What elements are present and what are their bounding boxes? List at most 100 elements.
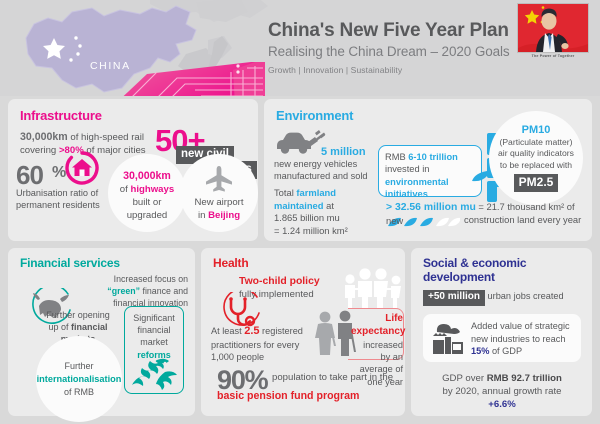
- farmland-strong: farmland maintained: [274, 187, 336, 211]
- practitioners-text: At least 2.5 registered practitioners fo…: [211, 325, 303, 362]
- rmb-bubble: [36, 336, 122, 422]
- airplane-icon: [206, 166, 232, 192]
- highways-line-2: built or: [132, 196, 162, 208]
- jobs-badge: +50 million: [423, 290, 485, 306]
- ev-value: 5 million: [321, 146, 366, 158]
- investment-text: RMB 6-10 trillion invested in environmen…: [385, 151, 481, 200]
- highways-text: 30,000km of highways built or upgraded: [108, 169, 186, 222]
- rail-text-1: of high-speed rail: [67, 132, 144, 143]
- farmland-rest: at: [323, 199, 334, 211]
- jobs-row: +50 million urban jobs created: [423, 290, 564, 306]
- land-rest-2: construction land every year: [464, 214, 582, 225]
- life-expectancy-box: [348, 308, 404, 360]
- beijing-line-2: in: [197, 209, 209, 221]
- page-subtitle: Realising the China Dream – 2020 Goals: [268, 44, 510, 59]
- reforms-text: Significant financial market reforms: [133, 313, 175, 360]
- investment-line-4: initiatives: [385, 189, 428, 200]
- map-label: CHINA: [90, 60, 131, 72]
- leader-photo: [517, 3, 589, 53]
- panel-social-economic: Social & economic development +50 millio…: [411, 248, 592, 416]
- industries-value: 15%: [471, 346, 490, 357]
- practitioners-value: 2.5: [244, 325, 260, 337]
- land-value: > 32.56 million mu: [386, 202, 476, 213]
- family-icon: [345, 268, 401, 308]
- highways-line-3: upgraded: [126, 209, 168, 221]
- panel-infrastructure: Infrastructure 30,000km of high-speed ra…: [8, 99, 258, 241]
- investment-lead: RMB: [385, 152, 409, 162]
- industries-text: Added value of strategic new industries …: [471, 321, 570, 357]
- infrastructure-title: Infrastructure: [20, 108, 102, 123]
- pm25-badge-wrap: PM2.5: [489, 174, 583, 193]
- reforms-box: [124, 306, 184, 394]
- pension-strong: basic pension fund program: [217, 390, 360, 402]
- highways-label: highways: [130, 183, 175, 195]
- highways-of: of: [119, 183, 131, 195]
- rail-value: 30,000km: [20, 131, 68, 143]
- high-speed-train-icon: [123, 62, 265, 96]
- land-rest-1: = 21.7 thousand km² of new: [386, 201, 575, 226]
- leaf-icon: [388, 217, 460, 227]
- gdp-value: +6.6%: [488, 399, 516, 411]
- investment-line-3: environmental: [385, 176, 449, 187]
- ev-caption: new energy vehicles manufactured and sol…: [274, 159, 368, 181]
- header-band: CHINA China's New Five Year Plan Realisi…: [0, 0, 600, 96]
- factory-icon: [433, 324, 463, 354]
- green-finance-text: Increased focus on “green” finance and f…: [107, 274, 188, 308]
- green-quote: “green”: [107, 285, 141, 296]
- investment-box: [378, 145, 482, 197]
- life-expectancy-strong: Life expectancy: [351, 313, 406, 338]
- beijing-text: New airport in Beijing: [180, 197, 258, 222]
- pm25-badge: PM2.5: [513, 174, 559, 193]
- page-title: China's New Five Year Plan: [268, 20, 509, 41]
- electric-car-icon: [277, 130, 326, 154]
- highways-value: 30,000km: [123, 170, 171, 182]
- bull-icon: [32, 288, 71, 324]
- photo-caption: The Power of Together: [531, 54, 575, 58]
- investment-line-2: invested in: [385, 164, 430, 175]
- reforms-strong: reforms: [137, 349, 171, 360]
- gdp-strong: RMB 92.7 trillion: [486, 373, 562, 384]
- two-child-strong: Two-child policy: [239, 276, 320, 287]
- farmland-text: Total farmland maintained at 1.865 billi…: [274, 187, 384, 237]
- rail-text-2: covering: [20, 144, 59, 156]
- farmland-line-2: 1.865 billion mu: [274, 212, 340, 224]
- page-tagline: Growth | Innovation | Sustainability: [268, 65, 403, 75]
- urbanisation-value: 60: [16, 160, 44, 190]
- rail-statement: 30,000km of high-speed rail covering >80…: [20, 131, 170, 157]
- urbanisation-unit: %: [52, 164, 67, 181]
- dragon-icon: [132, 358, 177, 390]
- rmb-strong: internationalisation: [36, 373, 122, 384]
- environment-title: Environment: [276, 108, 354, 123]
- pm-description: (Particulate matter) air quality indicat…: [498, 137, 574, 170]
- financial-title: Financial services: [20, 256, 120, 270]
- home-icon: [65, 151, 99, 185]
- gdp-text: GDP over RMB 92.7 trillion by 2020, annu…: [442, 373, 562, 411]
- pension-rest: population to take part in the: [272, 372, 394, 383]
- rmb-text: Further internationalisation of RMB: [36, 361, 122, 397]
- rail-text-3: of major cities: [83, 144, 146, 156]
- urbanisation-caption: Urbanisation ratio of permanent resident…: [16, 188, 100, 211]
- stethoscope-icon: [223, 292, 260, 327]
- beijing-line-1: New airport: [194, 197, 244, 208]
- two-child-text: Two-child policy fully implemented: [239, 276, 320, 300]
- panel-health: Health Two-child policy fully implemente…: [201, 248, 405, 416]
- header-title-block: China's New Five Year Plan Realising the…: [268, 20, 510, 75]
- pension-value: 90%: [217, 365, 269, 395]
- farmland-line-3: = 1.24 million km²: [274, 224, 348, 236]
- highways-bubble: [108, 154, 186, 232]
- land-statement: > 32.56 million mu = 21.7 thousand km² o…: [386, 201, 586, 227]
- beijing-city: Beijing: [208, 209, 241, 221]
- elderly-couple-icon: [315, 310, 356, 356]
- rail-percent: >80%: [58, 144, 84, 156]
- panel-environment: Environment 5 million new energy vehicle…: [264, 99, 592, 241]
- jobs-rest: urban jobs created: [484, 291, 564, 301]
- markets-strong-1: financial: [71, 321, 108, 332]
- investment-value: 6-10 trillion: [408, 152, 458, 162]
- pm10-title: PM10: [521, 124, 551, 136]
- social-title: Social & economic development: [423, 256, 527, 285]
- farmland-lead: Total: [274, 187, 297, 198]
- panel-financial-services: Financial services Increased focus on “g…: [8, 248, 195, 422]
- life-expectancy-text: Life expectancy increased by an average …: [351, 313, 406, 387]
- health-title: Health: [213, 256, 249, 270]
